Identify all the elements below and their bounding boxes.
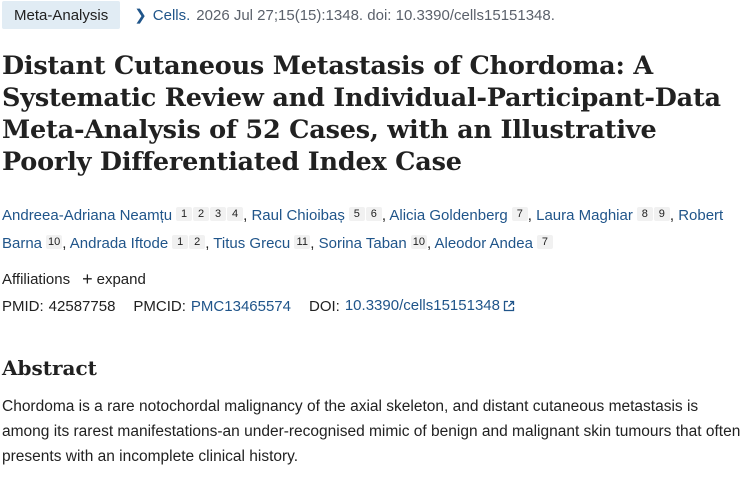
affiliation-ref[interactable]: 10 [46,235,63,249]
affiliation-refs: 7 [536,228,553,253]
affiliation-ref[interactable]: 7 [536,235,553,249]
author-link[interactable]: Andrada Iftode [69,235,169,252]
author-link[interactable]: Andreea-Adriana Neamțu [2,207,173,224]
author-link[interactable]: Laura Maghiar [536,207,633,224]
affiliation-ref[interactable]: 2 [193,207,210,221]
affiliation-ref[interactable]: 9 [653,207,670,221]
affiliation-ref[interactable]: 5 [348,207,365,221]
author-link[interactable]: Raul Chioibaș [251,207,345,224]
author-separator: , [426,235,435,252]
doi-value: 10.3390/cells15151348 [344,297,500,314]
chevron-right-icon: ❯ [134,7,147,24]
abstract-text: Chordoma is a rare notochordal malignanc… [2,398,741,465]
affiliation-ref[interactable]: 1 [176,207,193,221]
pmid-label: PMID: [2,298,44,315]
author-separator: , [669,207,679,224]
author-separator: , [527,207,537,224]
citation-text: 2026 Jul 27;15(15):1348. doi: 10.3390/ce… [196,6,555,24]
author-link[interactable]: Alicia Goldenberg [389,207,508,224]
affiliations-expand-button[interactable]: + expand [82,269,146,289]
affiliation-ref[interactable]: 6 [365,207,382,221]
affiliations-row: Affiliations + expand [2,269,750,289]
article-type-badge[interactable]: Meta-Analysis [2,1,121,29]
author-link[interactable]: Sorina Taban [318,235,407,252]
pmid-value: 42587758 [48,298,116,315]
author-link[interactable]: Robert Barna [2,207,724,252]
affiliation-ref[interactable]: 8 [636,207,653,221]
affiliation-ref[interactable]: 3 [210,207,227,221]
doi-label: DOI: [309,298,340,315]
author-separator: , [205,235,214,252]
affiliation-ref[interactable]: 10 [410,235,427,249]
affiliation-ref[interactable]: 11 [294,235,311,249]
pmcid-label: PMCID: [133,298,186,315]
doi-link[interactable]: 10.3390/cells15151348 [345,297,515,316]
affiliation-ref[interactable]: 1 [172,235,189,249]
author-list: Andreea-Adriana Neamțu 1 2 3 4, Raul Chioiba… [2,200,750,256]
journal-link[interactable]: Cells. [152,6,191,24]
external-link-icon [503,299,515,316]
affiliation-refs: 11 [293,228,311,253]
author-link[interactable]: Aleodor Andea [434,235,533,252]
affiliation-ref[interactable]: 2 [189,235,206,249]
expand-label: expand [96,271,146,288]
article-title: Distant Cutaneous Metastasis of Chordoma… [2,51,721,177]
article-meta-line: Meta-Analysis ❯ Cells. 2026 Jul 27;15(15… [2,0,750,30]
affiliation-ref[interactable]: 7 [511,207,528,221]
affiliation-refs: 10 [410,228,427,253]
author-link[interactable]: Titus Grecu [213,235,291,252]
plus-icon: + [82,269,93,289]
author-separator: , [62,235,70,252]
pmcid-link[interactable]: PMC13465574 [190,298,291,315]
author-separator: , [381,207,390,224]
article-page: Meta-Analysis ❯ Cells. 2026 Jul 27;15(15… [2,0,750,465]
author-separator: , [243,207,252,224]
abstract-heading: Abstract [2,356,97,380]
affiliation-refs: 7 [511,200,528,225]
affiliation-refs: 10 [45,228,63,253]
identifiers-row: PMID: 42587758 PMCID: PMC13465574 DOI: 1… [2,297,750,316]
affiliation-ref[interactable]: 4 [227,207,244,221]
author-separator: , [310,235,319,252]
affiliations-label: Affiliations [2,271,71,288]
